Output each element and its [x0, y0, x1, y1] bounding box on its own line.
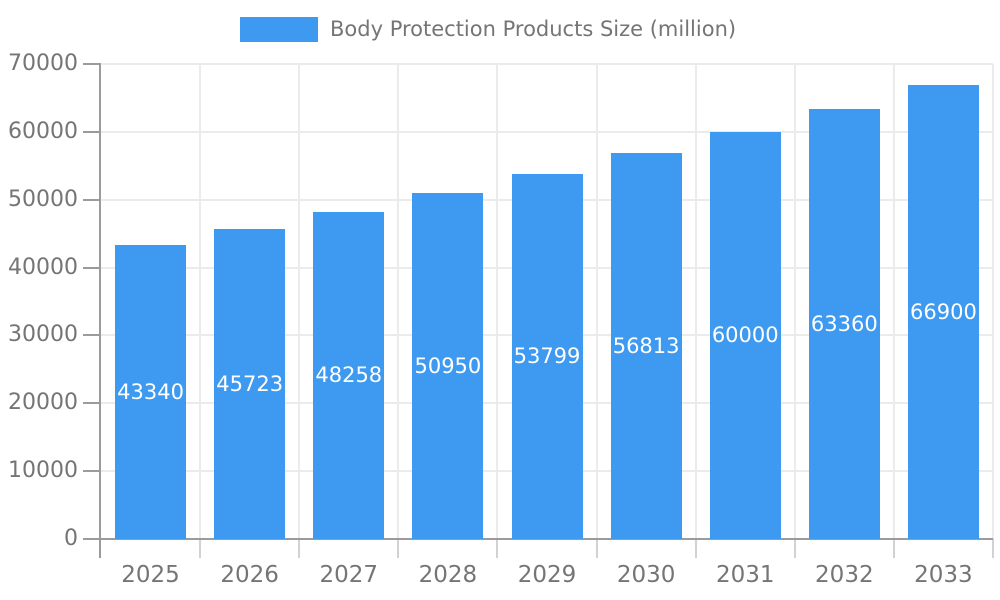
- bar[interactable]: [313, 211, 385, 539]
- x-axis-label: 2029: [517, 562, 577, 588]
- y-tick-mark: [83, 198, 101, 201]
- y-axis-label: 20000: [8, 390, 78, 416]
- v-gridline: [397, 64, 400, 539]
- y-axis-label: 0: [64, 526, 78, 551]
- bar-value-label: 48258: [315, 363, 383, 388]
- y-tick-mark: [83, 402, 101, 405]
- y-axis-line: [99, 64, 101, 558]
- legend-item[interactable]: Body Protection Products Size (million): [240, 16, 736, 43]
- x-tick-mark: [992, 539, 994, 558]
- bar-value-label: 56813: [612, 334, 680, 359]
- v-gridline: [199, 64, 202, 539]
- x-axis-label: 2032: [815, 562, 874, 588]
- bar[interactable]: [511, 173, 583, 539]
- bar[interactable]: [115, 244, 187, 539]
- x-tick-mark: [595, 539, 598, 558]
- v-gridline: [892, 64, 895, 539]
- y-axis-label: 50000: [8, 186, 78, 212]
- bar-value-label: 43340: [117, 379, 184, 404]
- bar[interactable]: [808, 109, 880, 539]
- y-tick-mark: [83, 470, 101, 473]
- bar[interactable]: [214, 228, 286, 539]
- y-axis-label: 40000: [8, 254, 78, 280]
- bar[interactable]: [709, 131, 781, 539]
- y-axis-label: 60000: [8, 118, 78, 144]
- h-gridline: [101, 63, 993, 65]
- bar-value-label: 53799: [513, 344, 581, 369]
- x-axis-label: 2030: [616, 562, 676, 588]
- x-tick-mark: [496, 539, 499, 558]
- x-axis-label: 2031: [715, 562, 775, 588]
- y-axis-label: 30000: [8, 322, 78, 348]
- y-axis-label: 70000: [8, 51, 78, 76]
- x-tick-mark: [793, 539, 796, 558]
- x-tick-mark: [694, 539, 697, 558]
- v-gridline: [298, 64, 301, 539]
- v-gridline: [694, 64, 697, 539]
- y-axis-label: 10000: [8, 458, 78, 484]
- x-axis-label: 2026: [220, 562, 279, 588]
- bar[interactable]: [907, 85, 979, 539]
- x-tick-mark: [892, 539, 895, 558]
- bar-value-label: 50950: [414, 354, 482, 379]
- y-tick-mark: [83, 266, 101, 269]
- y-tick-mark: [83, 63, 101, 65]
- h-gridline: [101, 130, 993, 133]
- bar-value-label: 66900: [910, 300, 977, 325]
- x-tick-mark: [199, 539, 202, 558]
- bar[interactable]: [610, 153, 682, 539]
- bar-value-label: 45723: [216, 371, 284, 396]
- v-gridline: [793, 64, 796, 539]
- bar-value-label: 60000: [711, 323, 779, 348]
- v-gridline: [595, 64, 598, 539]
- legend-label: Body Protection Products Size (million): [330, 17, 737, 41]
- y-tick-mark: [83, 538, 101, 540]
- bar-value-label: 63360: [810, 312, 878, 337]
- legend-swatch-icon: [240, 17, 318, 42]
- y-tick-mark: [83, 130, 101, 133]
- x-axis-line: [99, 538, 993, 540]
- x-tick-mark: [397, 539, 400, 558]
- v-gridline: [496, 64, 499, 539]
- x-tick-mark: [298, 539, 301, 558]
- v-gridline: [992, 64, 994, 539]
- x-axis-label: 2027: [319, 562, 379, 588]
- bar[interactable]: [412, 193, 484, 539]
- x-axis-label: 2028: [418, 562, 478, 588]
- x-axis-label: 2025: [121, 562, 180, 588]
- x-axis-label: 2033: [914, 562, 973, 588]
- y-tick-mark: [83, 334, 101, 337]
